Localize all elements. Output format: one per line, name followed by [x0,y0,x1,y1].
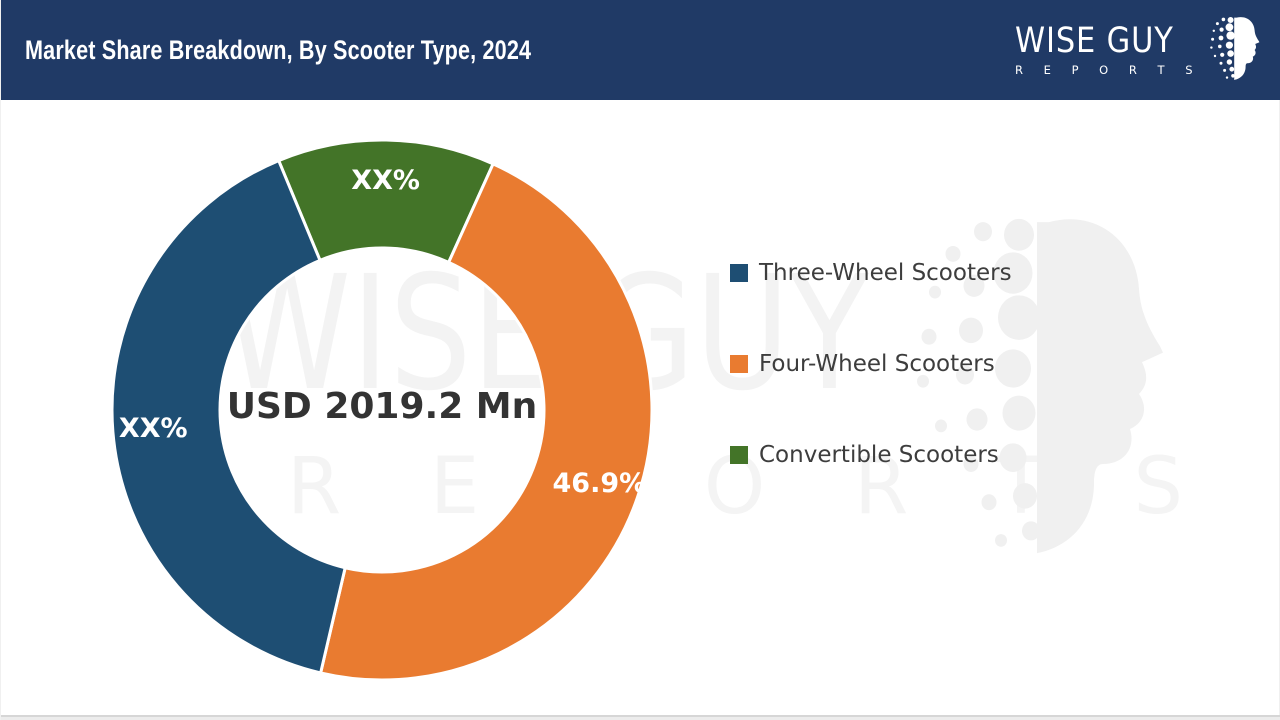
legend-label: Three-Wheel Scooters [759,259,1012,286]
slice-label: XX% [119,413,188,444]
brand-head-icon [1203,12,1263,88]
bottom-strip [1,717,1280,720]
brand-logo-text: WISE GUY R E P O R T S [1015,20,1201,77]
legend-swatch-orange [730,354,748,373]
legend-item-three-wheel: Three-Wheel Scooters [730,259,1012,286]
donut-chart: XX% 46.9% XX% [106,134,658,686]
legend-swatch-green [730,445,748,464]
legend-label: Four-Wheel Scooters [759,350,995,377]
donut-slice-four-wheel-scooters [319,162,654,682]
legend-swatch-blue [730,263,748,282]
legend-label: Convertible Scooters [759,441,999,468]
brand-name: WISE GUY [1015,20,1174,61]
donut-slice-three-wheel-scooters [110,159,347,675]
bottom-divider-line [1,715,1280,717]
slice-label: 46.9% [553,468,647,499]
legend-item-convertible: Convertible Scooters [730,441,1012,468]
chart-center-value: USD 2019.2 Mn [226,386,538,427]
brand-subname: R E P O R T S [1015,62,1201,77]
slice-label: XX% [351,165,420,196]
brand-logo: WISE GUY R E P O R T S [1015,12,1263,88]
legend-item-four-wheel: Four-Wheel Scooters [730,350,1012,377]
header-bar: Market Share Breakdown, By Scooter Type,… [1,0,1280,100]
page-title: Market Share Breakdown, By Scooter Type,… [25,34,532,65]
chart-legend: Three-Wheel Scooters Four-Wheel Scooters… [730,259,1012,468]
